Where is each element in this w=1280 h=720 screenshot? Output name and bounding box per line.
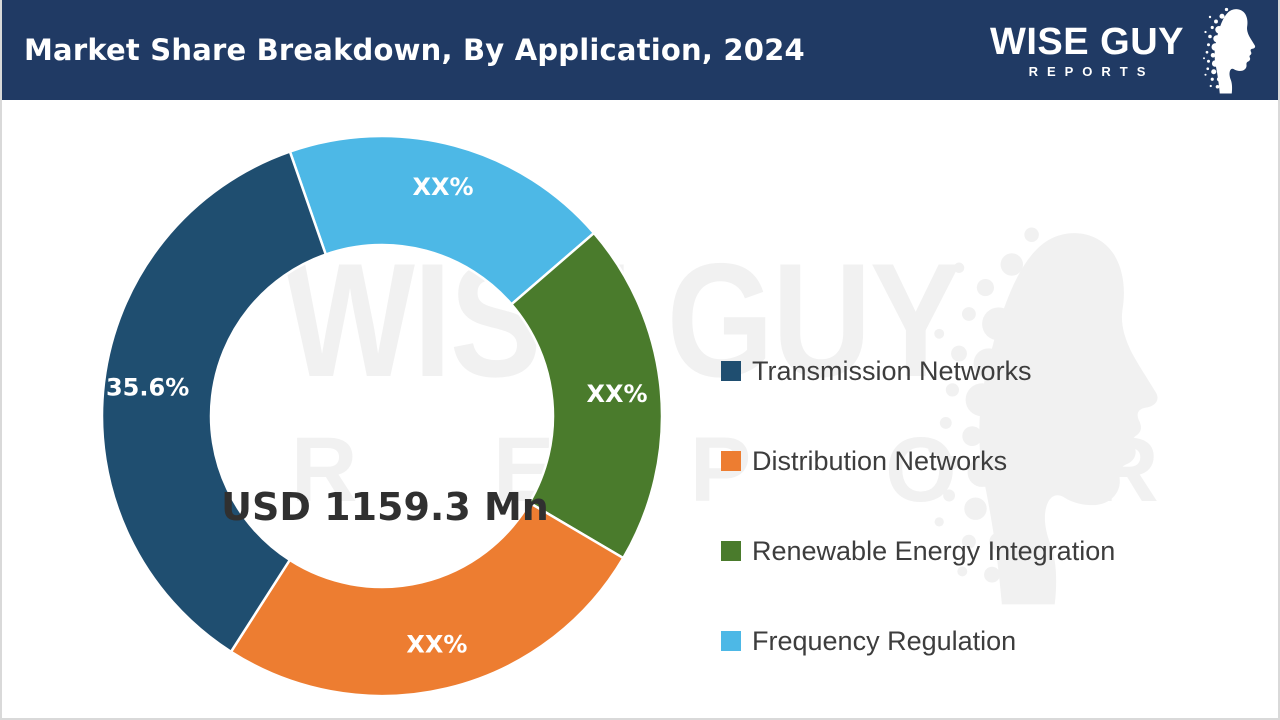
page-title: Market Share Breakdown, By Application, …: [24, 33, 805, 67]
legend-swatch-transmission-networks: [721, 361, 741, 381]
legend-item-renewable-energy-integration: Renewable Energy Integration: [721, 526, 1115, 576]
chart-legend: Transmission Networks Distribution Netwo…: [721, 346, 1115, 666]
legend-swatch-frequency-regulation: [721, 631, 741, 651]
donut-slice-renewable-energy-integration: [510, 231, 664, 560]
logo-brand-name: WISE GUY: [989, 20, 1184, 63]
legend-item-frequency-regulation: Frequency Regulation: [721, 616, 1115, 666]
watermark: WISE GUY R E P O R T S: [2, 100, 1278, 720]
wiseguy-logo-text: WISE GUY REPORTS: [990, 22, 1184, 79]
legend-label: Frequency Regulation: [752, 625, 1017, 656]
slice-label: XX%: [406, 631, 467, 659]
head-profile-icon: [1186, 5, 1264, 95]
logo-brand-subtitle: REPORTS: [1028, 63, 1155, 79]
donut-center-value: USD 1159.3 Mn: [221, 485, 549, 529]
slice-label: 35.6%: [106, 373, 189, 401]
legend-swatch-distribution-networks: [721, 451, 741, 471]
chart-area: WISE GUY R E P O R T S XX% XX% XX% 35.6% US…: [2, 100, 1278, 720]
legend-item-distribution-networks: Distribution Networks: [721, 436, 1115, 486]
legend-item-transmission-networks: Transmission Networks: [721, 346, 1115, 396]
legend-label: Distribution Networks: [752, 445, 1008, 476]
header-bar: Market Share Breakdown, By Application, …: [2, 0, 1278, 100]
legend-label: Renewable Energy Integration: [752, 535, 1116, 566]
donut-slice-distribution-networks: [229, 501, 625, 698]
slice-label: XX%: [413, 173, 474, 201]
slice-label: XX%: [587, 380, 648, 408]
legend-label: Transmission Networks: [752, 355, 1032, 386]
donut-chart: XX% XX% XX% 35.6%: [100, 134, 664, 698]
donut-slice-transmission-networks: [100, 150, 328, 654]
donut-slice-frequency-regulation: [288, 134, 596, 306]
wiseguy-logo: WISE GUY REPORTS: [990, 5, 1264, 95]
legend-swatch-renewable-energy-integration: [721, 541, 741, 561]
